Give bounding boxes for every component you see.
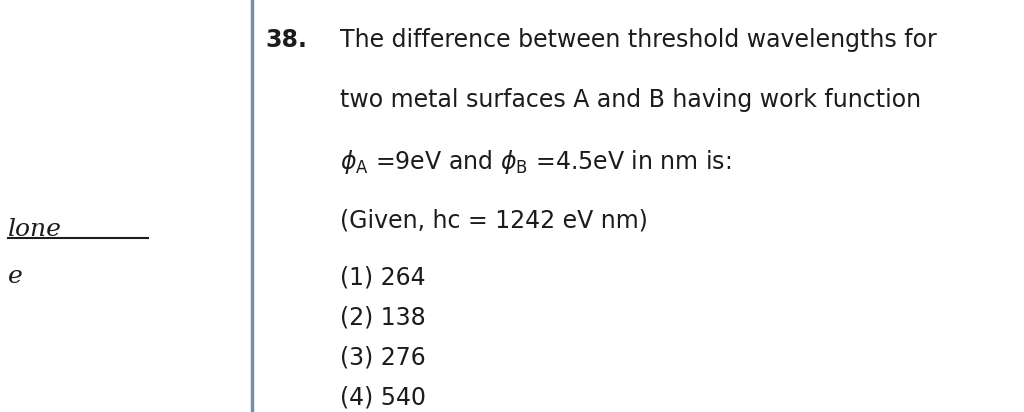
Text: e: e [8,265,23,288]
Text: lone: lone [8,218,61,241]
Text: 38.: 38. [265,28,307,52]
Text: (3) 276: (3) 276 [340,345,426,369]
Text: (Given, hc = 1242 eV nm): (Given, hc = 1242 eV nm) [340,208,648,232]
Text: (2) 138: (2) 138 [340,305,426,329]
Text: two metal surfaces A and B having work function: two metal surfaces A and B having work f… [340,88,922,112]
Text: $\phi_{\mathrm{A}}$ =9eV and $\phi_{\mathrm{B}}$ =4.5eV in nm is:: $\phi_{\mathrm{A}}$ =9eV and $\phi_{\mat… [340,148,731,176]
Text: The difference between threshold wavelengths for: The difference between threshold wavelen… [340,28,937,52]
Text: (1) 264: (1) 264 [340,265,426,289]
Text: (4) 540: (4) 540 [340,385,426,409]
